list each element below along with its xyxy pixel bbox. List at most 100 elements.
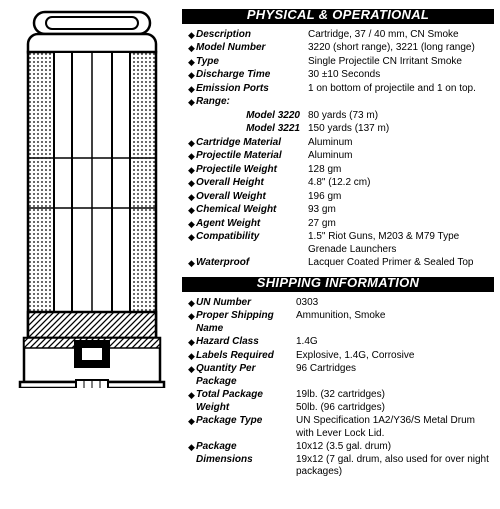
spec-label: Labels Required	[196, 350, 296, 363]
bullet-icon: ◆	[188, 69, 196, 81]
spec-label: Type	[196, 56, 308, 69]
spec-row: ◆Discharge Time30 ±10 Seconds	[182, 69, 494, 83]
shipping-header: SHIPPING INFORMATION	[182, 274, 494, 292]
spec-row: ◆Package Dimensions10x12 (3.5 gal. drum)…	[182, 441, 494, 480]
spec-row: ◆Chemical Weight93 gm	[182, 204, 494, 218]
spec-value: 1.4G	[296, 336, 494, 349]
spec-label: Package Type	[196, 415, 296, 428]
spec-label: Cartridge Material	[196, 137, 308, 150]
bullet-icon: ◆	[188, 29, 196, 41]
spec-row: ◆Quantity Per Package96 Cartridges	[182, 363, 494, 389]
spec-label: Emission Ports	[196, 83, 308, 96]
spec-row: ◆Cartridge MaterialAluminum	[182, 136, 494, 150]
spec-label: Agent Weight	[196, 218, 308, 231]
physical-title: PHYSICAL & OPERATIONAL	[182, 7, 494, 22]
spec-value: Single Projectile CN Irritant Smoke	[308, 56, 494, 69]
spec-value: 10x12 (3.5 gal. drum)19x12 (7 gal. drum,…	[296, 441, 494, 479]
range-subrow: Model 322080 yards (73 m)	[182, 109, 494, 123]
bullet-icon: ◆	[188, 42, 196, 54]
spec-row: ◆WaterproofLacquer Coated Primer & Seale…	[182, 257, 494, 271]
spec-label: UN Number	[196, 297, 296, 310]
spec-value: Cartridge, 37 / 40 mm, CN Smoke	[308, 29, 494, 42]
bullet-icon: ◆	[188, 336, 196, 348]
spec-value: 1.5" Riot Guns, M203 & M79 Type Grenade …	[308, 231, 494, 256]
spec-row: ◆Proper Shipping NameAmmunition, Smoke	[182, 310, 494, 336]
diagram-column	[0, 0, 180, 509]
spec-row: ◆Range:	[182, 96, 494, 110]
spec-value: 27 gm	[308, 218, 494, 231]
spec-row: ◆Emission Ports1 on bottom of projectile…	[182, 82, 494, 96]
spec-value: 96 Cartridges	[296, 363, 494, 376]
spec-label: Model Number	[196, 42, 308, 55]
spec-label: Overall Weight	[196, 191, 308, 204]
spec-value: 4.8" (12.2 cm)	[308, 177, 494, 190]
bullet-icon: ◆	[188, 350, 196, 362]
range-model-label: Model 3221	[206, 123, 308, 136]
spec-row: ◆Package TypeUN Specification 1A2/Y36/S …	[182, 415, 494, 441]
physical-rows-2: ◆Cartridge MaterialAluminum◆Projectile M…	[182, 136, 494, 270]
spec-label: Proper Shipping Name	[196, 310, 296, 335]
bullet-icon: ◆	[188, 164, 196, 176]
range-model-label: Model 3220	[206, 110, 308, 123]
bullet-icon: ◆	[188, 177, 196, 189]
bullet-icon: ◆	[188, 257, 196, 269]
spec-label: Discharge Time	[196, 69, 308, 82]
spec-row: ◆Overall Height4.8" (12.2 cm)	[182, 177, 494, 191]
spec-row: ◆Hazard Class1.4G	[182, 336, 494, 350]
bullet-icon: ◆	[188, 441, 196, 453]
physical-header: PHYSICAL & OPERATIONAL	[182, 6, 494, 24]
spec-label: Projectile Material	[196, 150, 308, 163]
spec-value: 196 gm	[308, 191, 494, 204]
bullet-icon: ◆	[188, 83, 196, 95]
spec-label: Quantity Per Package	[196, 363, 296, 388]
range-model-value: 80 yards (73 m)	[308, 110, 494, 123]
bullet-icon: ◆	[188, 218, 196, 230]
spec-row: ◆Labels RequiredExplosive, 1.4G, Corrosi…	[182, 349, 494, 363]
spec-value: Ammunition, Smoke	[296, 310, 494, 323]
bullet-icon: ◆	[188, 204, 196, 216]
spec-row: ◆Total Package Weight19lb. (32 cartridge…	[182, 389, 494, 415]
spec-label: Compatibility	[196, 231, 308, 244]
bullet-icon: ◆	[188, 191, 196, 203]
spec-label: Waterproof	[196, 257, 308, 270]
spec-label: Description	[196, 29, 308, 42]
spec-value: 93 gm	[308, 204, 494, 217]
spec-row: ◆TypeSingle Projectile CN Irritant Smoke	[182, 55, 494, 69]
spec-value: 19lb. (32 cartridges)50lb. (96 cartridge…	[296, 389, 494, 414]
physical-rows-1: ◆DescriptionCartridge, 37 / 40 mm, CN Sm…	[182, 28, 494, 109]
bullet-icon: ◆	[188, 363, 196, 375]
spec-value: Lacquer Coated Primer & Sealed Top	[308, 257, 494, 270]
spec-value: UN Specification 1A2/Y36/S Metal Drum wi…	[296, 415, 494, 440]
spec-label: Chemical Weight	[196, 204, 308, 217]
spec-value: 3220 (short range), 3221 (long range)	[308, 42, 494, 55]
bullet-icon: ◆	[188, 96, 196, 108]
spec-row: ◆Projectile Weight128 gm	[182, 163, 494, 177]
spec-value: Aluminum	[308, 150, 494, 163]
bullet-icon: ◆	[188, 231, 196, 243]
range-subrow: Model 3221150 yards (137 m)	[182, 123, 494, 137]
bullet-icon: ◆	[188, 56, 196, 68]
bullet-icon: ◆	[188, 297, 196, 309]
spec-row: ◆UN Number0303	[182, 296, 494, 310]
shipping-rows: ◆UN Number0303◆Proper Shipping NameAmmun…	[182, 296, 494, 479]
spec-value: Aluminum	[308, 137, 494, 150]
bullet-icon: ◆	[188, 310, 196, 322]
bullet-icon: ◆	[188, 150, 196, 162]
bullet-icon: ◆	[188, 137, 196, 149]
spec-row: ◆Overall Weight196 gm	[182, 190, 494, 204]
bullet-icon: ◆	[188, 415, 196, 427]
spec-label: Projectile Weight	[196, 164, 308, 177]
spec-label: Hazard Class	[196, 336, 296, 349]
cartridge-diagram	[16, 8, 168, 388]
spec-value: 1 on bottom of projectile and 1 on top.	[308, 83, 494, 96]
spec-label: Package Dimensions	[196, 441, 296, 466]
range-subrows: Model 322080 yards (73 m)Model 3221150 y…	[182, 109, 494, 136]
spec-label: Total Package Weight	[196, 389, 296, 414]
spec-row: ◆Projectile MaterialAluminum	[182, 150, 494, 164]
spec-label: Overall Height	[196, 177, 308, 190]
spec-value: Explosive, 1.4G, Corrosive	[296, 350, 494, 363]
shipping-title: SHIPPING INFORMATION	[182, 275, 494, 290]
bullet-icon: ◆	[188, 389, 196, 401]
spec-row: ◆DescriptionCartridge, 37 / 40 mm, CN Sm…	[182, 28, 494, 42]
spec-value: 30 ±10 Seconds	[308, 69, 494, 82]
